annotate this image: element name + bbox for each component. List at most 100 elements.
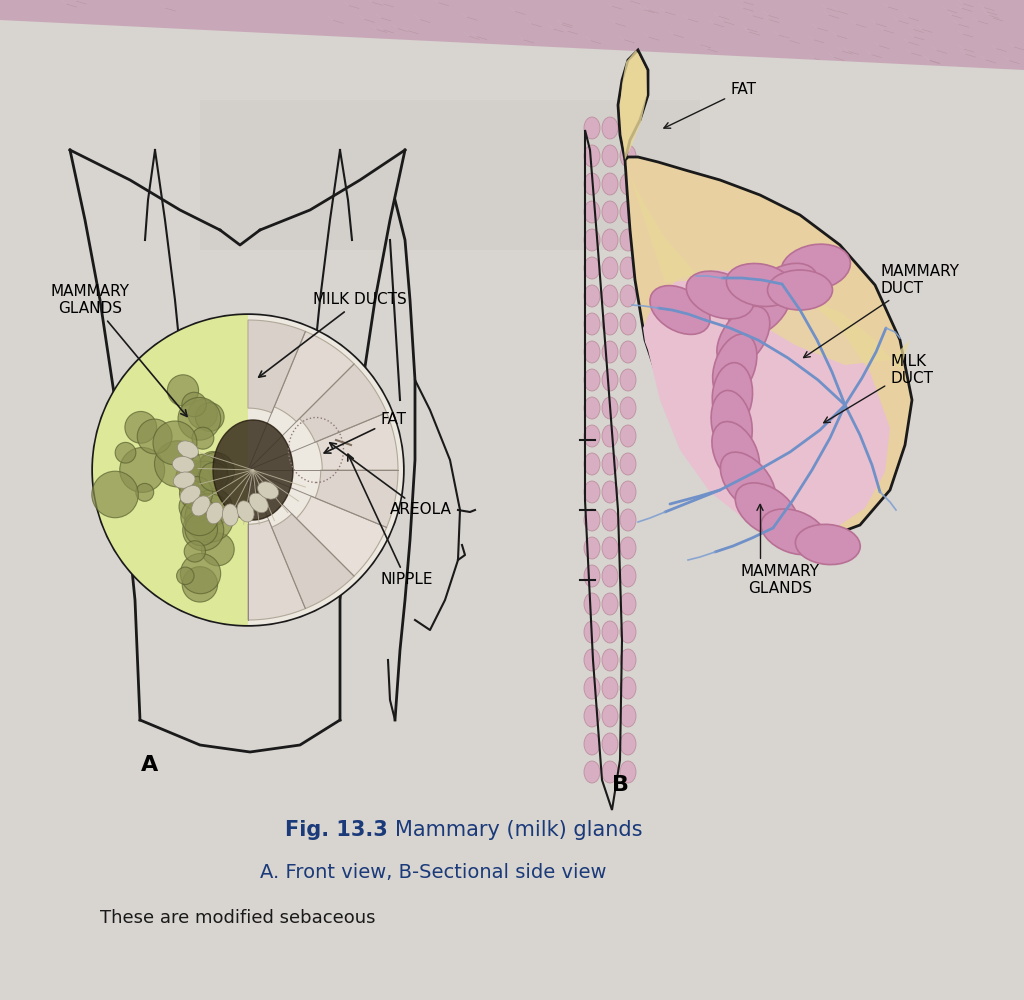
Ellipse shape <box>620 733 636 755</box>
Polygon shape <box>618 50 648 160</box>
Circle shape <box>188 461 223 496</box>
Ellipse shape <box>602 257 618 279</box>
Ellipse shape <box>650 286 710 334</box>
Ellipse shape <box>584 341 600 363</box>
Ellipse shape <box>584 537 600 559</box>
Ellipse shape <box>602 705 618 727</box>
Ellipse shape <box>584 145 600 167</box>
Ellipse shape <box>584 593 600 615</box>
Ellipse shape <box>584 369 600 391</box>
Circle shape <box>200 462 228 491</box>
Ellipse shape <box>602 453 618 475</box>
Circle shape <box>181 498 218 536</box>
Ellipse shape <box>620 565 636 587</box>
Ellipse shape <box>602 201 618 223</box>
Circle shape <box>176 567 194 585</box>
Text: FAT: FAT <box>325 412 406 453</box>
Circle shape <box>196 489 232 525</box>
Ellipse shape <box>602 509 618 531</box>
Ellipse shape <box>602 593 618 615</box>
Ellipse shape <box>258 482 279 499</box>
Ellipse shape <box>620 117 636 139</box>
Ellipse shape <box>602 481 618 503</box>
Polygon shape <box>625 160 910 370</box>
Circle shape <box>182 567 217 602</box>
Circle shape <box>93 315 403 625</box>
Ellipse shape <box>238 501 254 522</box>
Polygon shape <box>643 270 890 538</box>
Ellipse shape <box>602 369 618 391</box>
Ellipse shape <box>584 257 600 279</box>
Polygon shape <box>274 331 354 422</box>
Polygon shape <box>248 315 403 625</box>
Circle shape <box>178 397 221 440</box>
Text: Fig. 13.3: Fig. 13.3 <box>285 820 388 840</box>
Ellipse shape <box>796 524 860 565</box>
Ellipse shape <box>761 509 826 555</box>
Ellipse shape <box>191 496 210 516</box>
Ellipse shape <box>602 313 618 335</box>
Ellipse shape <box>584 481 600 503</box>
Ellipse shape <box>584 201 600 223</box>
Ellipse shape <box>620 705 636 727</box>
Ellipse shape <box>729 281 791 338</box>
Ellipse shape <box>180 486 201 504</box>
Ellipse shape <box>620 453 636 475</box>
Ellipse shape <box>584 677 600 699</box>
Text: MILK DUCTS: MILK DUCTS <box>259 292 407 377</box>
Circle shape <box>180 553 221 594</box>
Circle shape <box>198 457 223 483</box>
Polygon shape <box>248 520 305 620</box>
Circle shape <box>182 467 214 500</box>
Ellipse shape <box>213 420 293 520</box>
Ellipse shape <box>602 285 618 307</box>
Ellipse shape <box>602 733 618 755</box>
Ellipse shape <box>620 145 636 167</box>
Ellipse shape <box>172 456 195 473</box>
Polygon shape <box>248 320 305 413</box>
Ellipse shape <box>712 422 760 486</box>
Circle shape <box>153 421 197 465</box>
Ellipse shape <box>713 334 757 399</box>
Ellipse shape <box>620 509 636 531</box>
Circle shape <box>200 451 226 478</box>
Ellipse shape <box>602 173 618 195</box>
Ellipse shape <box>781 244 850 290</box>
Text: AREOLA: AREOLA <box>330 443 452 518</box>
Text: Mammary (milk) glands: Mammary (milk) glands <box>395 820 642 840</box>
Ellipse shape <box>222 504 239 526</box>
Ellipse shape <box>620 593 636 615</box>
Ellipse shape <box>620 257 636 279</box>
Polygon shape <box>93 315 248 625</box>
Ellipse shape <box>602 229 618 251</box>
Circle shape <box>188 399 217 429</box>
Ellipse shape <box>717 306 770 368</box>
Ellipse shape <box>686 271 754 319</box>
Polygon shape <box>299 364 387 442</box>
Text: MAMMARY
GLANDS: MAMMARY GLANDS <box>740 504 819 596</box>
Ellipse shape <box>584 453 600 475</box>
Ellipse shape <box>726 263 794 307</box>
Ellipse shape <box>620 425 636 447</box>
Polygon shape <box>200 100 700 250</box>
Polygon shape <box>316 413 398 470</box>
Ellipse shape <box>207 502 223 524</box>
Polygon shape <box>271 514 354 609</box>
Ellipse shape <box>584 229 600 251</box>
Polygon shape <box>315 470 398 527</box>
Ellipse shape <box>584 117 600 139</box>
Ellipse shape <box>753 263 817 311</box>
Ellipse shape <box>584 621 600 643</box>
Circle shape <box>185 494 233 542</box>
Ellipse shape <box>584 313 600 335</box>
Ellipse shape <box>177 441 199 458</box>
Ellipse shape <box>173 472 195 488</box>
Polygon shape <box>0 20 1024 1000</box>
Ellipse shape <box>768 270 833 310</box>
Ellipse shape <box>584 173 600 195</box>
Ellipse shape <box>620 285 636 307</box>
Ellipse shape <box>620 537 636 559</box>
Circle shape <box>197 452 234 490</box>
Ellipse shape <box>584 285 600 307</box>
Circle shape <box>92 471 138 518</box>
